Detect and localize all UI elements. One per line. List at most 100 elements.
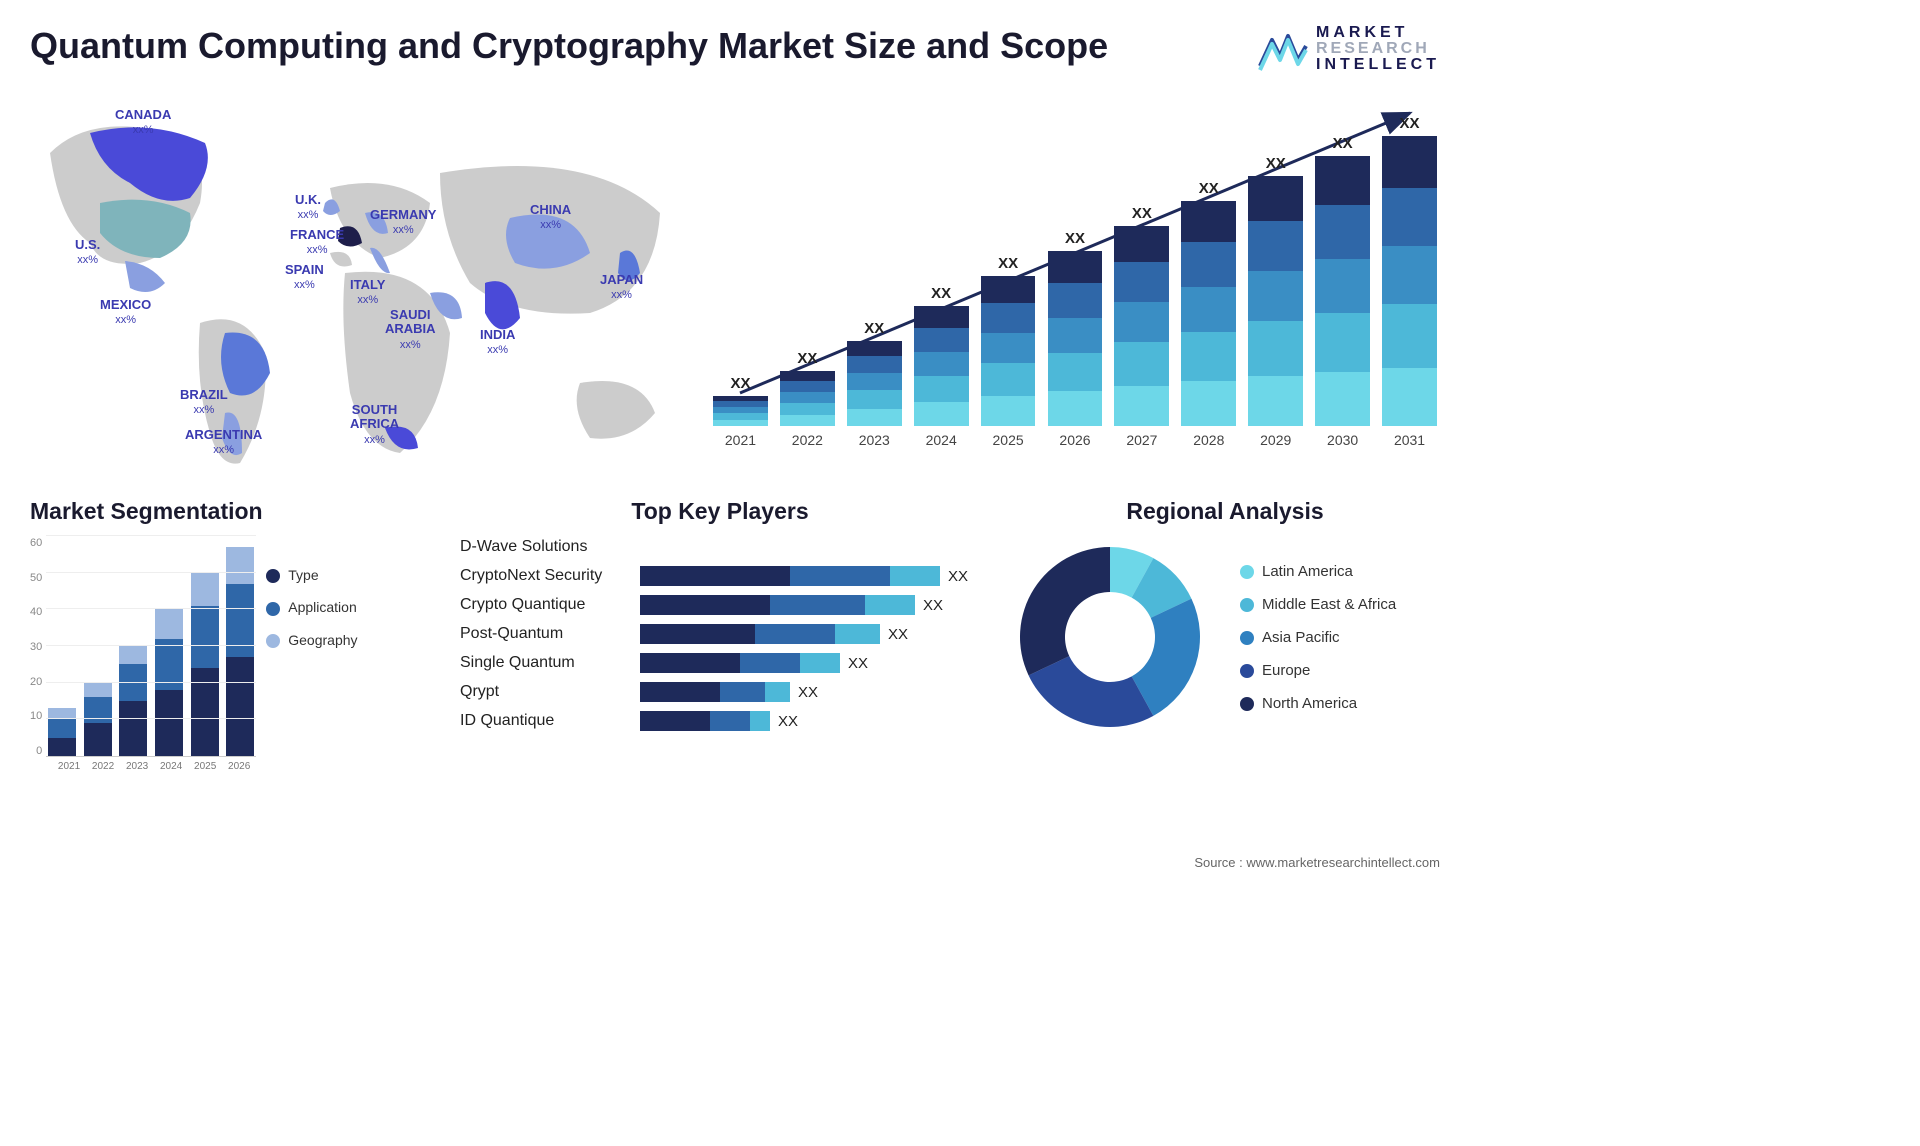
market-bar-year: 2021 — [725, 432, 756, 448]
market-bar-2031: XX 2031 — [1379, 115, 1440, 448]
seg-bar-2024 — [155, 609, 183, 756]
player-row: Crypto Quantique XX — [460, 595, 980, 615]
map-label-canada: CANADAxx% — [115, 108, 171, 137]
map-label-brazil: BRAZILxx% — [180, 388, 228, 417]
player-value: XX — [923, 597, 943, 614]
map-label-southafrica: SOUTHAFRICAxx% — [350, 403, 399, 446]
regional-donut — [1010, 537, 1210, 737]
market-bar-year: 2024 — [926, 432, 957, 448]
market-bar-value: XX — [1132, 205, 1152, 222]
map-label-france: FRANCExx% — [290, 228, 344, 257]
region-legend-item: Middle East & Africa — [1240, 596, 1396, 613]
player-row: Qrypt XX — [460, 682, 980, 702]
map-label-china: CHINAxx% — [530, 203, 571, 232]
player-name: D-Wave Solutions — [460, 538, 640, 556]
regional-section: Regional Analysis Latin America Middle Ea… — [1010, 498, 1440, 737]
market-bar-value: XX — [1065, 230, 1085, 247]
logo-text-3: INTELLECT — [1316, 57, 1440, 73]
player-value: XX — [888, 626, 908, 643]
player-name: Qrypt — [460, 683, 640, 701]
region-legend-item: Europe — [1240, 662, 1396, 679]
market-bar-value: XX — [730, 375, 750, 392]
map-label-mexico: MEXICOxx% — [100, 298, 151, 327]
logo-text-2: RESEARCH — [1316, 41, 1440, 57]
market-bar-value: XX — [1400, 115, 1420, 132]
market-bar-year: 2025 — [993, 432, 1024, 448]
seg-bar-2025 — [191, 573, 219, 756]
player-name: ID Quantique — [460, 712, 640, 730]
logo-text-1: MARKET — [1316, 25, 1440, 41]
market-bar-2023: XX 2023 — [844, 320, 905, 448]
header: Quantum Computing and Cryptography Marke… — [30, 25, 1440, 73]
seg-bar-2022 — [84, 683, 112, 756]
market-bar-2022: XX 2022 — [777, 350, 838, 448]
market-bar-year: 2031 — [1394, 432, 1425, 448]
market-bar-year: 2026 — [1059, 432, 1090, 448]
player-row: Single Quantum XX — [460, 653, 980, 673]
market-bar-year: 2030 — [1327, 432, 1358, 448]
map-label-us: U.S.xx% — [75, 238, 100, 267]
seg-legend-item: Type — [266, 567, 357, 583]
source-text: Source : www.marketresearchintellect.com — [1194, 855, 1440, 870]
map-label-italy: ITALYxx% — [350, 278, 385, 307]
map-label-japan: JAPANxx% — [600, 273, 643, 302]
world-map: CANADAxx% U.S.xx% MEXICOxx% BRAZILxx% ARGENT… — [30, 93, 690, 473]
player-row: Post-Quantum XX — [460, 624, 980, 644]
market-bar-year: 2027 — [1126, 432, 1157, 448]
seg-legend-item: Application — [266, 599, 357, 615]
player-row: D-Wave Solutions — [460, 537, 980, 557]
market-bar-2021: XX 2021 — [710, 375, 771, 448]
market-bar-2030: XX 2030 — [1312, 135, 1373, 448]
market-bar-2026: XX 2026 — [1045, 230, 1106, 448]
seg-bar-2021 — [48, 708, 76, 756]
map-label-uk: U.K.xx% — [295, 193, 321, 222]
players-section: Top Key Players D-Wave Solutions CryptoNe… — [460, 498, 980, 740]
segmentation-title: Market Segmentation — [30, 498, 430, 525]
market-bar-2028: XX 2028 — [1178, 180, 1239, 448]
players-title: Top Key Players — [460, 498, 980, 525]
map-label-argentina: ARGENTINAxx% — [185, 428, 262, 457]
player-value: XX — [948, 568, 968, 585]
player-name: Single Quantum — [460, 654, 640, 672]
market-bar-2027: XX 2027 — [1111, 205, 1172, 448]
seg-bar-2026 — [226, 547, 254, 756]
player-value: XX — [778, 713, 798, 730]
page-title: Quantum Computing and Cryptography Marke… — [30, 25, 1108, 67]
player-row: ID Quantique XX — [460, 711, 980, 731]
player-name: CryptoNext Security — [460, 567, 640, 585]
map-label-india: INDIAxx% — [480, 328, 515, 357]
market-bar-year: 2023 — [859, 432, 890, 448]
market-bar-value: XX — [931, 285, 951, 302]
player-value: XX — [798, 684, 818, 701]
logo-icon — [1258, 26, 1308, 72]
brand-logo: MARKET RESEARCH INTELLECT — [1258, 25, 1440, 73]
market-bar-value: XX — [1333, 135, 1353, 152]
bottom-row: Market Segmentation 6050403020100 202120… — [30, 498, 1440, 772]
player-name: Post-Quantum — [460, 625, 640, 643]
map-label-spain: SPAINxx% — [285, 263, 324, 292]
seg-legend-item: Geography — [266, 632, 357, 648]
seg-bar-2023 — [119, 646, 147, 756]
market-bar-year: 2028 — [1193, 432, 1224, 448]
market-bar-value: XX — [1199, 180, 1219, 197]
regional-title: Regional Analysis — [1010, 498, 1440, 525]
market-bar-year: 2029 — [1260, 432, 1291, 448]
region-legend-item: Latin America — [1240, 563, 1396, 580]
region-legend-item: North America — [1240, 695, 1396, 712]
market-bar-value: XX — [797, 350, 817, 367]
market-size-chart: XX2021XX2022XX2023XX2024XX2025XX2026XX20… — [710, 93, 1440, 473]
segmentation-section: Market Segmentation 6050403020100 202120… — [30, 498, 430, 772]
market-bar-value: XX — [864, 320, 884, 337]
player-value: XX — [848, 655, 868, 672]
market-bar-year: 2022 — [792, 432, 823, 448]
region-legend-item: Asia Pacific — [1240, 629, 1396, 646]
market-bar-value: XX — [998, 255, 1018, 272]
market-bar-2025: XX 2025 — [978, 255, 1039, 448]
market-bar-2024: XX 2024 — [911, 285, 972, 448]
market-bar-2029: XX2029 — [1245, 155, 1306, 448]
player-row: CryptoNext Security XX — [460, 566, 980, 586]
top-row: CANADAxx% U.S.xx% MEXICOxx% BRAZILxx% ARGENT… — [30, 93, 1440, 473]
map-label-saudiarabia: SAUDIARABIAxx% — [385, 308, 436, 351]
player-name: Crypto Quantique — [460, 596, 640, 614]
map-label-germany: GERMANYxx% — [370, 208, 436, 237]
